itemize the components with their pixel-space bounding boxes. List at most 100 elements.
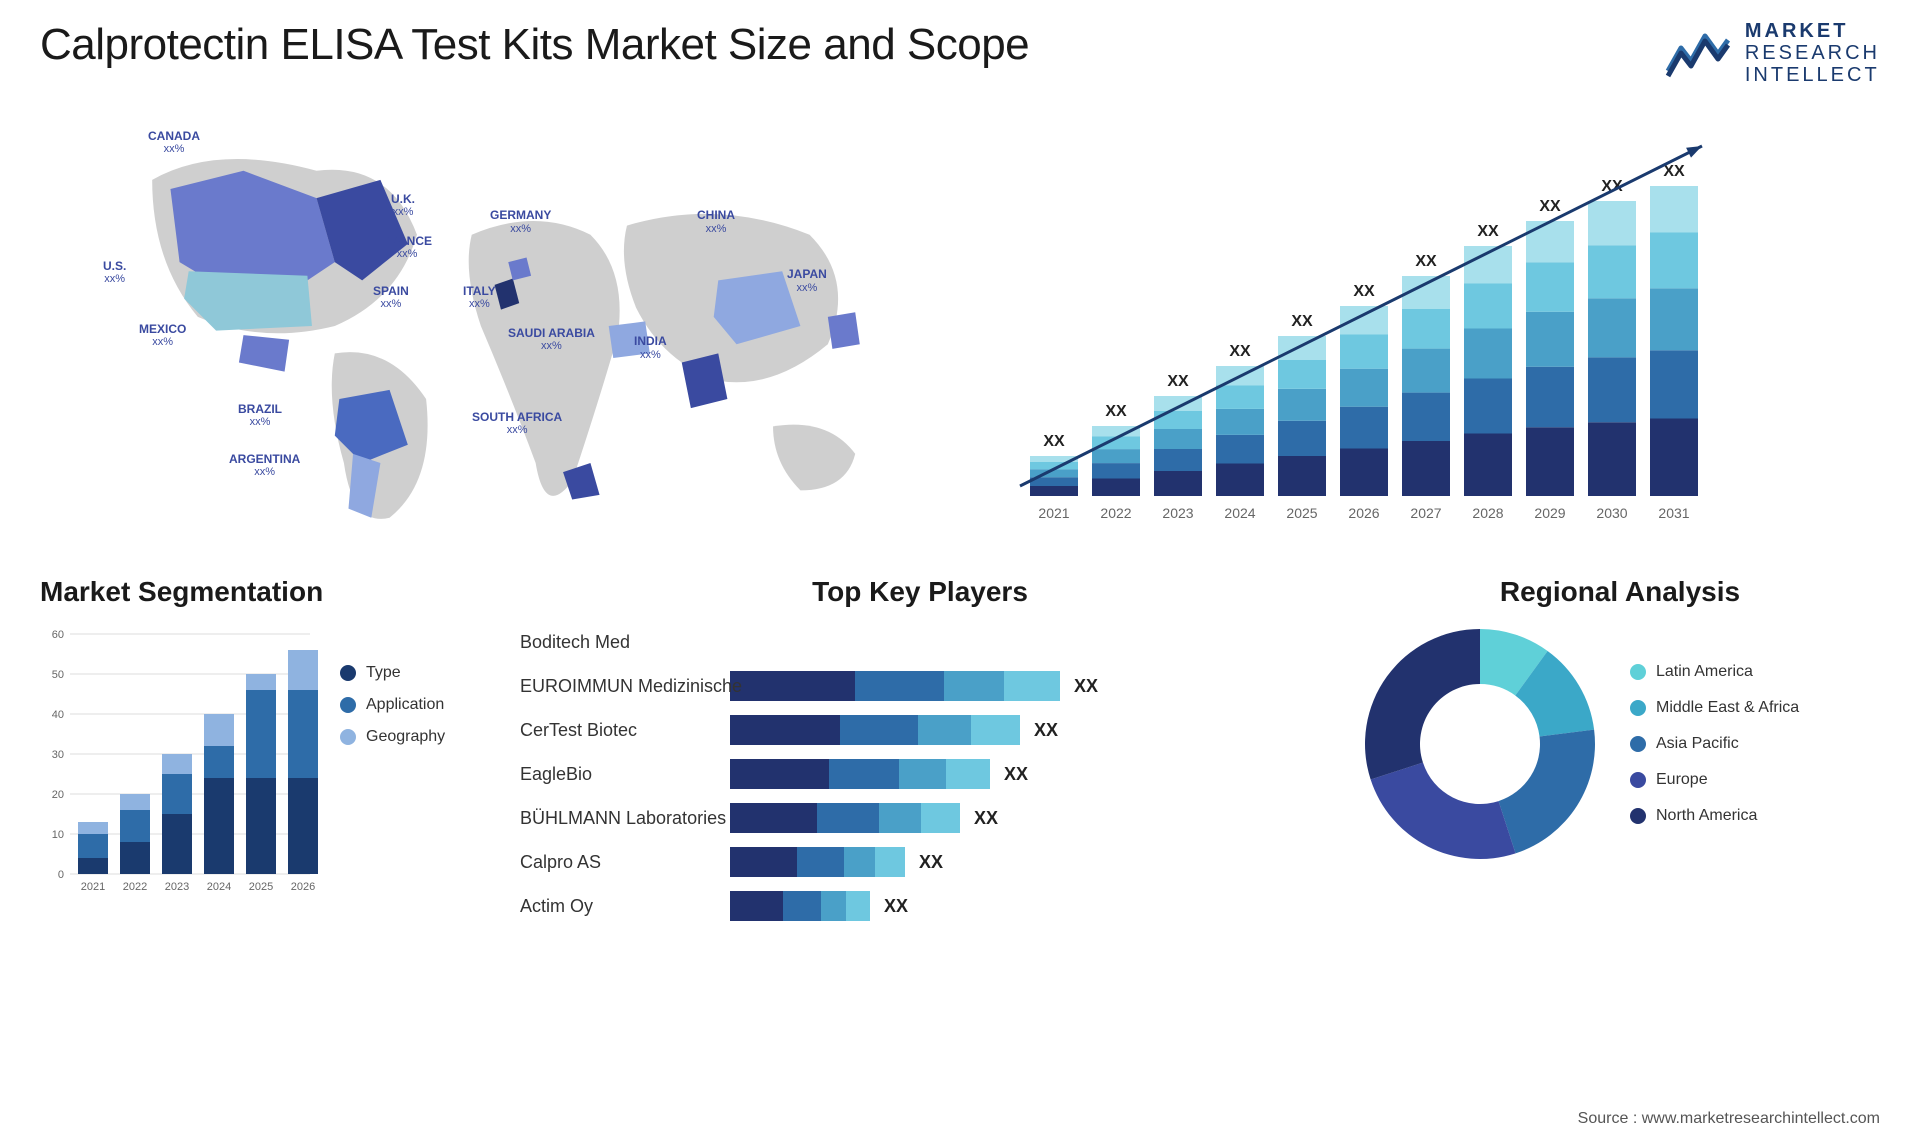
player-bar-segment <box>879 803 920 833</box>
svg-text:XX: XX <box>1043 433 1065 450</box>
map-label-u-k-: U.K.xx% <box>391 192 415 220</box>
player-bar-segment <box>946 759 990 789</box>
svg-text:2031: 2031 <box>1658 505 1689 521</box>
player-bar-segment <box>783 891 821 921</box>
svg-text:2029: 2029 <box>1534 505 1565 521</box>
forecast-chart-panel: XX2021XX2022XX2023XX2024XX2025XX2026XX20… <box>980 116 1880 536</box>
svg-text:0: 0 <box>58 869 64 881</box>
svg-text:50: 50 <box>52 669 64 681</box>
world-map-panel: CANADAxx% U.S.xx% MEXICOxx% BRAZILxx% ARGENT… <box>40 116 940 536</box>
legend-label: North America <box>1656 807 1757 825</box>
seg-legend-geography: Geography <box>340 728 445 746</box>
segmentation-chart: 0102030405060202120222023202420252026 <box>40 624 320 904</box>
map-label-brazil: BRAZILxx% <box>238 402 282 430</box>
legend-label: Latin America <box>1656 663 1753 681</box>
svg-text:2022: 2022 <box>123 881 147 893</box>
map-label-mexico: MEXICOxx% <box>139 322 186 350</box>
players-chart: Boditech MedEUROIMMUN MedizinischeXXCerT… <box>520 624 1320 924</box>
player-bar-segment <box>817 803 879 833</box>
segmentation-title: Market Segmentation <box>40 576 480 608</box>
player-row: EUROIMMUN MedizinischeXX <box>520 668 1320 704</box>
svg-text:2021: 2021 <box>81 881 105 893</box>
player-row: BÜHLMANN Laboratories XX <box>520 800 1320 836</box>
logo-text-3: INTELLECT <box>1745 64 1880 86</box>
map-label-argentina: ARGENTINAxx% <box>229 452 300 480</box>
player-bar-segment <box>855 671 944 701</box>
svg-text:2028: 2028 <box>1472 505 1503 521</box>
player-label: Calpro AS <box>520 852 601 873</box>
svg-text:XX: XX <box>1353 283 1375 300</box>
regional-legend-item: Asia Pacific <box>1630 735 1799 753</box>
legend-label: Middle East & Africa <box>1656 699 1799 717</box>
svg-text:XX: XX <box>1167 373 1189 390</box>
legend-swatch <box>340 697 356 713</box>
legend-swatch <box>1630 808 1646 824</box>
player-bar <box>730 759 990 789</box>
seg-legend-application: Application <box>340 696 445 714</box>
map-label-france: FRANCExx% <box>382 234 432 262</box>
player-label: CerTest Biotec <box>520 720 637 741</box>
player-bar-segment <box>971 715 1020 745</box>
svg-text:XX: XX <box>1415 253 1437 270</box>
regional-legend: Latin America Middle East & Africa Asia Pa… <box>1630 663 1799 825</box>
map-label-india: INDIAxx% <box>634 334 667 362</box>
legend-swatch <box>340 729 356 745</box>
player-bar-segment <box>1004 671 1060 701</box>
regional-legend-item: Europe <box>1630 771 1799 789</box>
svg-text:2026: 2026 <box>291 881 315 893</box>
player-bar-segment <box>875 847 905 877</box>
svg-text:XX: XX <box>1663 163 1685 180</box>
player-row: Calpro ASXX <box>520 844 1320 880</box>
player-bar <box>730 891 870 921</box>
segmentation-legend: Type Application Geography <box>340 624 445 904</box>
player-label: Actim Oy <box>520 896 593 917</box>
players-title: Top Key Players <box>520 576 1320 608</box>
regional-legend-item: Latin America <box>1630 663 1799 681</box>
legend-swatch <box>1630 664 1646 680</box>
player-value: XX <box>1004 764 1028 785</box>
svg-text:XX: XX <box>1229 343 1251 360</box>
source-attribution: Source : www.marketresearchintellect.com <box>1578 1110 1880 1128</box>
forecast-chart: XX2021XX2022XX2023XX2024XX2025XX2026XX20… <box>980 116 1880 536</box>
player-bar-segment <box>730 759 829 789</box>
player-value: XX <box>974 808 998 829</box>
map-label-canada: CANADAxx% <box>148 129 200 157</box>
legend-label: Europe <box>1656 771 1708 789</box>
regional-title: Regional Analysis <box>1360 576 1880 608</box>
legend-label: Type <box>366 664 401 682</box>
player-row: Actim OyXX <box>520 888 1320 924</box>
svg-text:2025: 2025 <box>1286 505 1317 521</box>
player-bar-segment <box>846 891 870 921</box>
player-label: EUROIMMUN Medizinische <box>520 676 742 697</box>
legend-label: Asia Pacific <box>1656 735 1739 753</box>
legend-swatch <box>1630 736 1646 752</box>
map-label-germany: GERMANYxx% <box>490 208 551 236</box>
svg-text:2022: 2022 <box>1100 505 1131 521</box>
svg-text:2027: 2027 <box>1410 505 1441 521</box>
player-label: BÜHLMANN Laboratories <box>520 808 726 829</box>
player-label: Boditech Med <box>520 632 630 653</box>
logo-text-1: MARKET <box>1745 20 1880 42</box>
player-bar-segment <box>730 671 855 701</box>
player-bar-segment <box>921 803 960 833</box>
svg-text:30: 30 <box>52 749 64 761</box>
player-bar <box>730 847 905 877</box>
brand-logo: MARKET RESEARCH INTELLECT <box>1663 20 1880 86</box>
player-bar-segment <box>844 847 876 877</box>
logo-icon <box>1663 26 1733 80</box>
player-bar-segment <box>918 715 970 745</box>
player-bar-segment <box>730 891 783 921</box>
svg-text:2021: 2021 <box>1038 505 1069 521</box>
map-label-china: CHINAxx% <box>697 208 735 236</box>
player-row: Boditech Med <box>520 624 1320 660</box>
regional-legend-item: Middle East & Africa <box>1630 699 1799 717</box>
player-bar-segment <box>899 759 946 789</box>
legend-label: Geography <box>366 728 445 746</box>
map-label-saudi-arabia: SAUDI ARABIAxx% <box>508 326 595 354</box>
segmentation-panel: Market Segmentation 01020304050602021202… <box>40 576 480 956</box>
player-bar-segment <box>730 803 817 833</box>
svg-text:XX: XX <box>1539 198 1561 215</box>
map-label-south-africa: SOUTH AFRICAxx% <box>472 410 562 438</box>
player-row: EagleBioXX <box>520 756 1320 792</box>
map-label-u-s-: U.S.xx% <box>103 259 126 287</box>
